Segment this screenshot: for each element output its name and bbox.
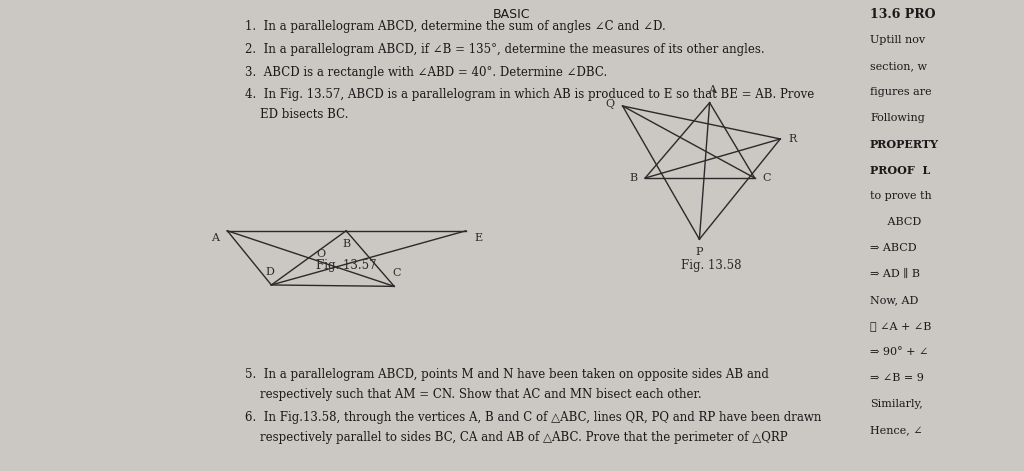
Text: D: D: [265, 267, 273, 277]
Text: R: R: [788, 134, 797, 144]
Text: Uptill nov: Uptill nov: [870, 35, 925, 45]
Text: C: C: [392, 268, 400, 278]
Text: respectively parallel to sides BC, CA and AB of △ABC. Prove that the perimeter o: respectively parallel to sides BC, CA an…: [245, 431, 787, 444]
Text: 4.  In Fig. 13.57, ABCD is a parallelogram in which AB is produced to E so that : 4. In Fig. 13.57, ABCD is a parallelogra…: [245, 88, 814, 101]
Text: ABCD: ABCD: [870, 217, 922, 227]
Text: ⇒ 90° + ∠: ⇒ 90° + ∠: [870, 347, 929, 357]
Text: Similarly,: Similarly,: [870, 399, 923, 409]
Text: A: A: [708, 85, 716, 95]
Text: 2.  In a parallelogram ABCD, if ∠B = 135°, determine the measures of its other a: 2. In a parallelogram ABCD, if ∠B = 135°…: [245, 43, 765, 56]
Text: Hence, ∠: Hence, ∠: [870, 425, 923, 435]
Text: ⇒ ∠B = 9: ⇒ ∠B = 9: [870, 373, 924, 383]
Text: B: B: [629, 173, 637, 183]
Text: C: C: [763, 173, 771, 183]
Text: 5.  In a parallelogram ABCD, points M and N have been taken on opposite sides AB: 5. In a parallelogram ABCD, points M and…: [245, 368, 769, 381]
Text: O: O: [316, 249, 326, 259]
Text: Following: Following: [870, 113, 925, 123]
Text: A: A: [211, 233, 219, 243]
Text: B: B: [342, 239, 350, 249]
Text: to prove th: to prove th: [870, 191, 932, 201]
Text: 1.  In a parallelogram ABCD, determine the sum of angles ∠C and ∠D.: 1. In a parallelogram ABCD, determine th…: [245, 20, 666, 33]
Text: respectively such that AM = CN. Show that AC and MN bisect each other.: respectively such that AM = CN. Show tha…: [245, 388, 701, 401]
Text: Q: Q: [605, 99, 614, 109]
Text: BASIC: BASIC: [494, 8, 530, 21]
Text: E: E: [474, 233, 482, 243]
Text: P: P: [695, 247, 703, 257]
Text: Fig. 13.57: Fig. 13.57: [316, 259, 377, 272]
Text: 6.  In Fig.13.58, through the vertices A, B and C of △ABC, lines QR, PQ and RP h: 6. In Fig.13.58, through the vertices A,…: [245, 411, 821, 424]
Text: 3.  ABCD is a rectangle with ∠ABD = 40°. Determine ∠DBC.: 3. ABCD is a rectangle with ∠ABD = 40°. …: [245, 66, 607, 79]
Text: PROPERTY: PROPERTY: [870, 139, 939, 150]
Text: ∴ ∠A + ∠B: ∴ ∠A + ∠B: [870, 321, 932, 331]
Text: ED bisects BC.: ED bisects BC.: [245, 108, 348, 121]
Text: 13.6 PRO: 13.6 PRO: [870, 8, 936, 21]
Text: section, w: section, w: [870, 61, 927, 71]
Text: ⇒ AD ∥ B: ⇒ AD ∥ B: [870, 269, 920, 279]
Text: figures are: figures are: [870, 87, 932, 97]
Text: Fig. 13.58: Fig. 13.58: [681, 259, 741, 272]
Text: Now, AD: Now, AD: [870, 295, 919, 305]
Text: ⇒ ABCD: ⇒ ABCD: [870, 243, 916, 253]
Text: PROOF  L: PROOF L: [870, 165, 930, 176]
